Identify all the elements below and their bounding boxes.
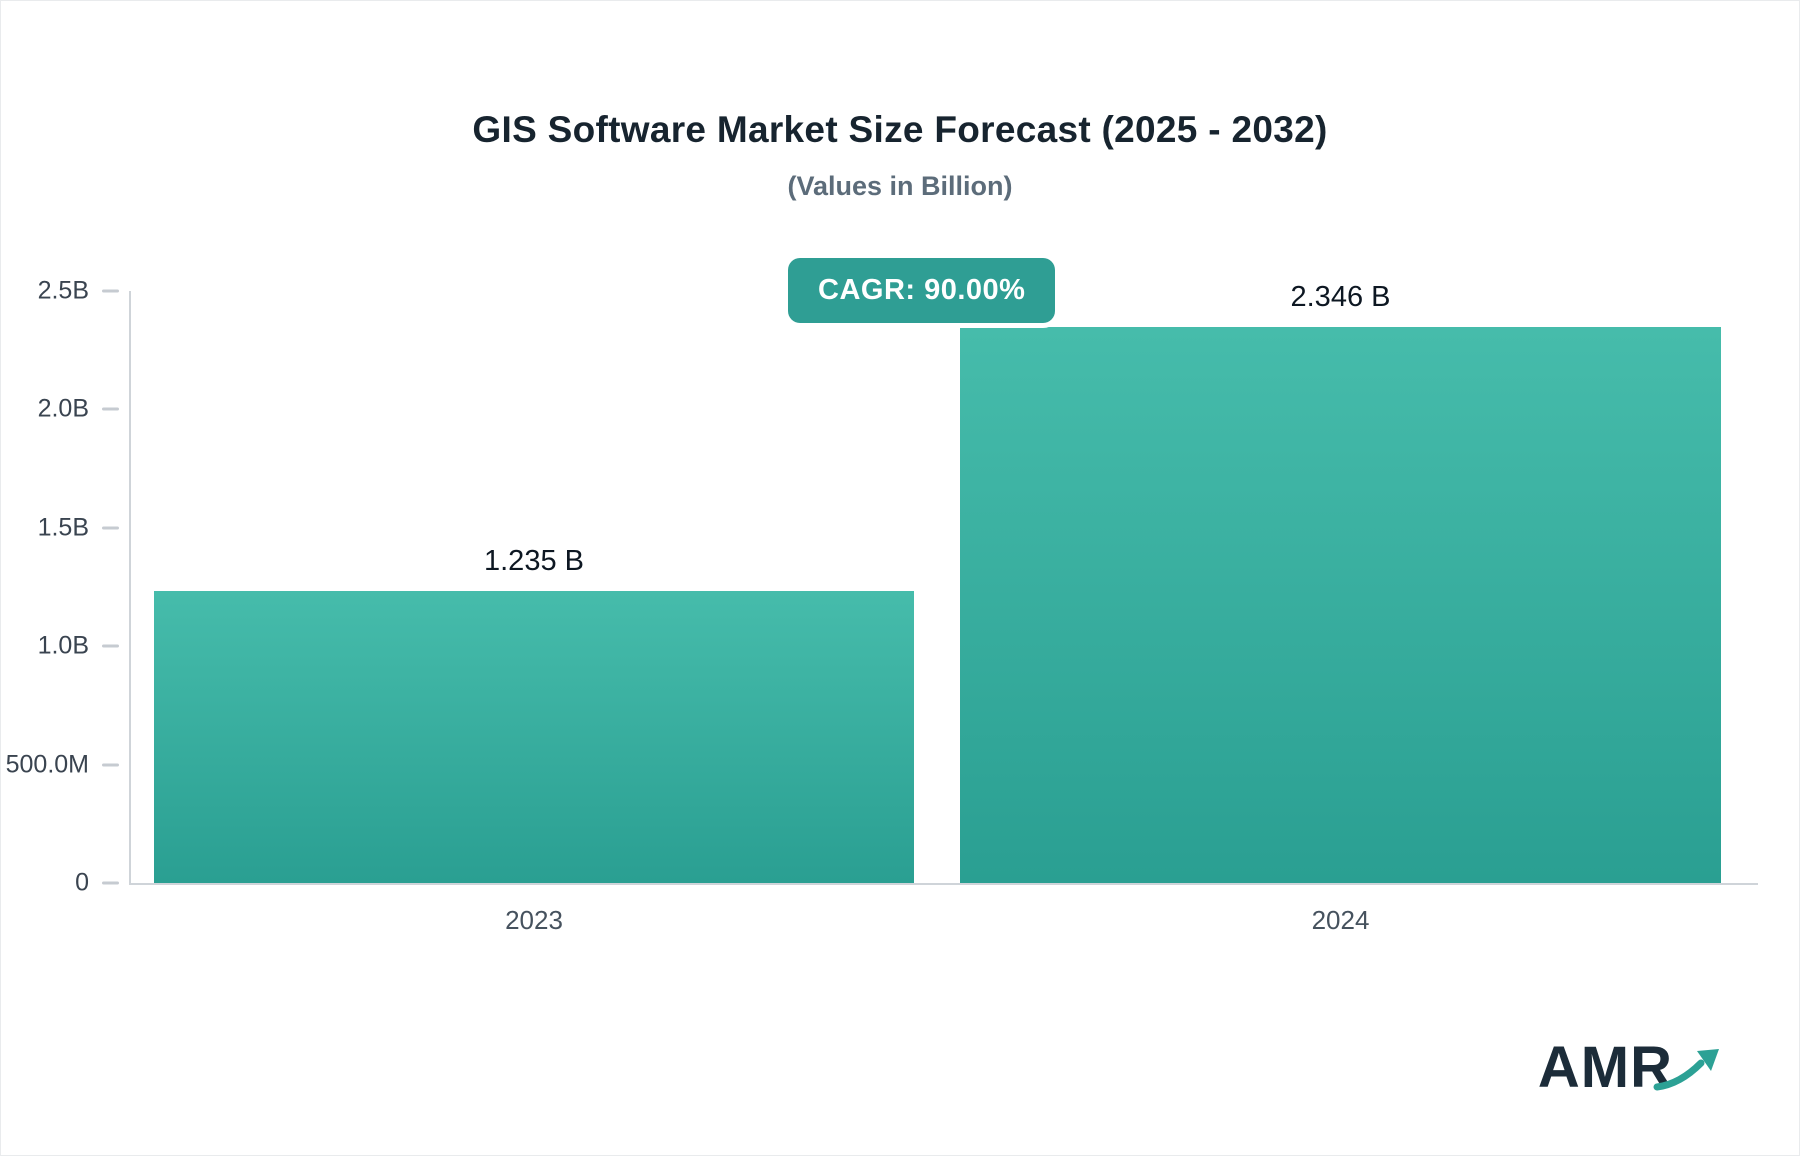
y-tick: 2.5B bbox=[38, 277, 119, 306]
y-tick-label: 2.0B bbox=[37, 394, 89, 423]
bar-2023-fill bbox=[154, 590, 914, 883]
y-tick-label: 0 bbox=[75, 868, 89, 897]
x-axis-label-2023: 2023 bbox=[505, 905, 563, 935]
y-tick-dash bbox=[102, 881, 119, 885]
y-tick: 500.0M bbox=[6, 750, 119, 779]
y-tick: 0 bbox=[75, 869, 119, 898]
y-tick-dash bbox=[102, 644, 119, 648]
y-tick-label: 1.5B bbox=[37, 513, 89, 542]
bar-2024-value-label: 2.346 B bbox=[1290, 281, 1391, 314]
trend-arrow-icon bbox=[1653, 1048, 1719, 1090]
y-tick-label: 500.0M bbox=[5, 750, 89, 779]
y-tick: 1.0B bbox=[38, 632, 119, 661]
amr-logo: AMR bbox=[1538, 1034, 1723, 1101]
cagr-badge-label: CAGR: 90.00% bbox=[818, 274, 1026, 306]
bar-2024-fill bbox=[960, 327, 1721, 883]
y-tick-dash bbox=[102, 289, 119, 293]
bar-2024[interactable]: 2.346 B bbox=[960, 281, 1721, 883]
y-axis-ticks: 0 500.0M 1.0B 1.5B 2.0B 2.5B bbox=[6, 277, 1758, 897]
y-tick-label: 2.5B bbox=[37, 276, 89, 305]
y-tick: 1.5B bbox=[38, 513, 119, 542]
x-axis-label-2024: 2024 bbox=[1311, 905, 1370, 935]
y-tick-dash bbox=[102, 526, 119, 530]
plot-area: 0 500.0M 1.0B 1.5B 2.0B 2.5B 1.235 B 2.346 B … bbox=[6, 277, 1758, 935]
chart-title: GIS Software Market Size Forecast (2025 … bbox=[472, 109, 1328, 150]
y-tick: 2.0B bbox=[38, 395, 119, 424]
bar-2023-value-label: 1.235 B bbox=[484, 544, 584, 577]
cagr-badge: CAGR: 90.00% bbox=[788, 258, 1056, 323]
chart-subtitle: (Values in Billion) bbox=[787, 171, 1013, 201]
y-tick-dash bbox=[102, 763, 119, 767]
bar-2023[interactable]: 1.235 B bbox=[154, 545, 914, 883]
y-tick-dash bbox=[102, 407, 119, 411]
amr-logo-text: AMR bbox=[1537, 1035, 1673, 1100]
y-tick-label: 1.0B bbox=[37, 631, 89, 660]
